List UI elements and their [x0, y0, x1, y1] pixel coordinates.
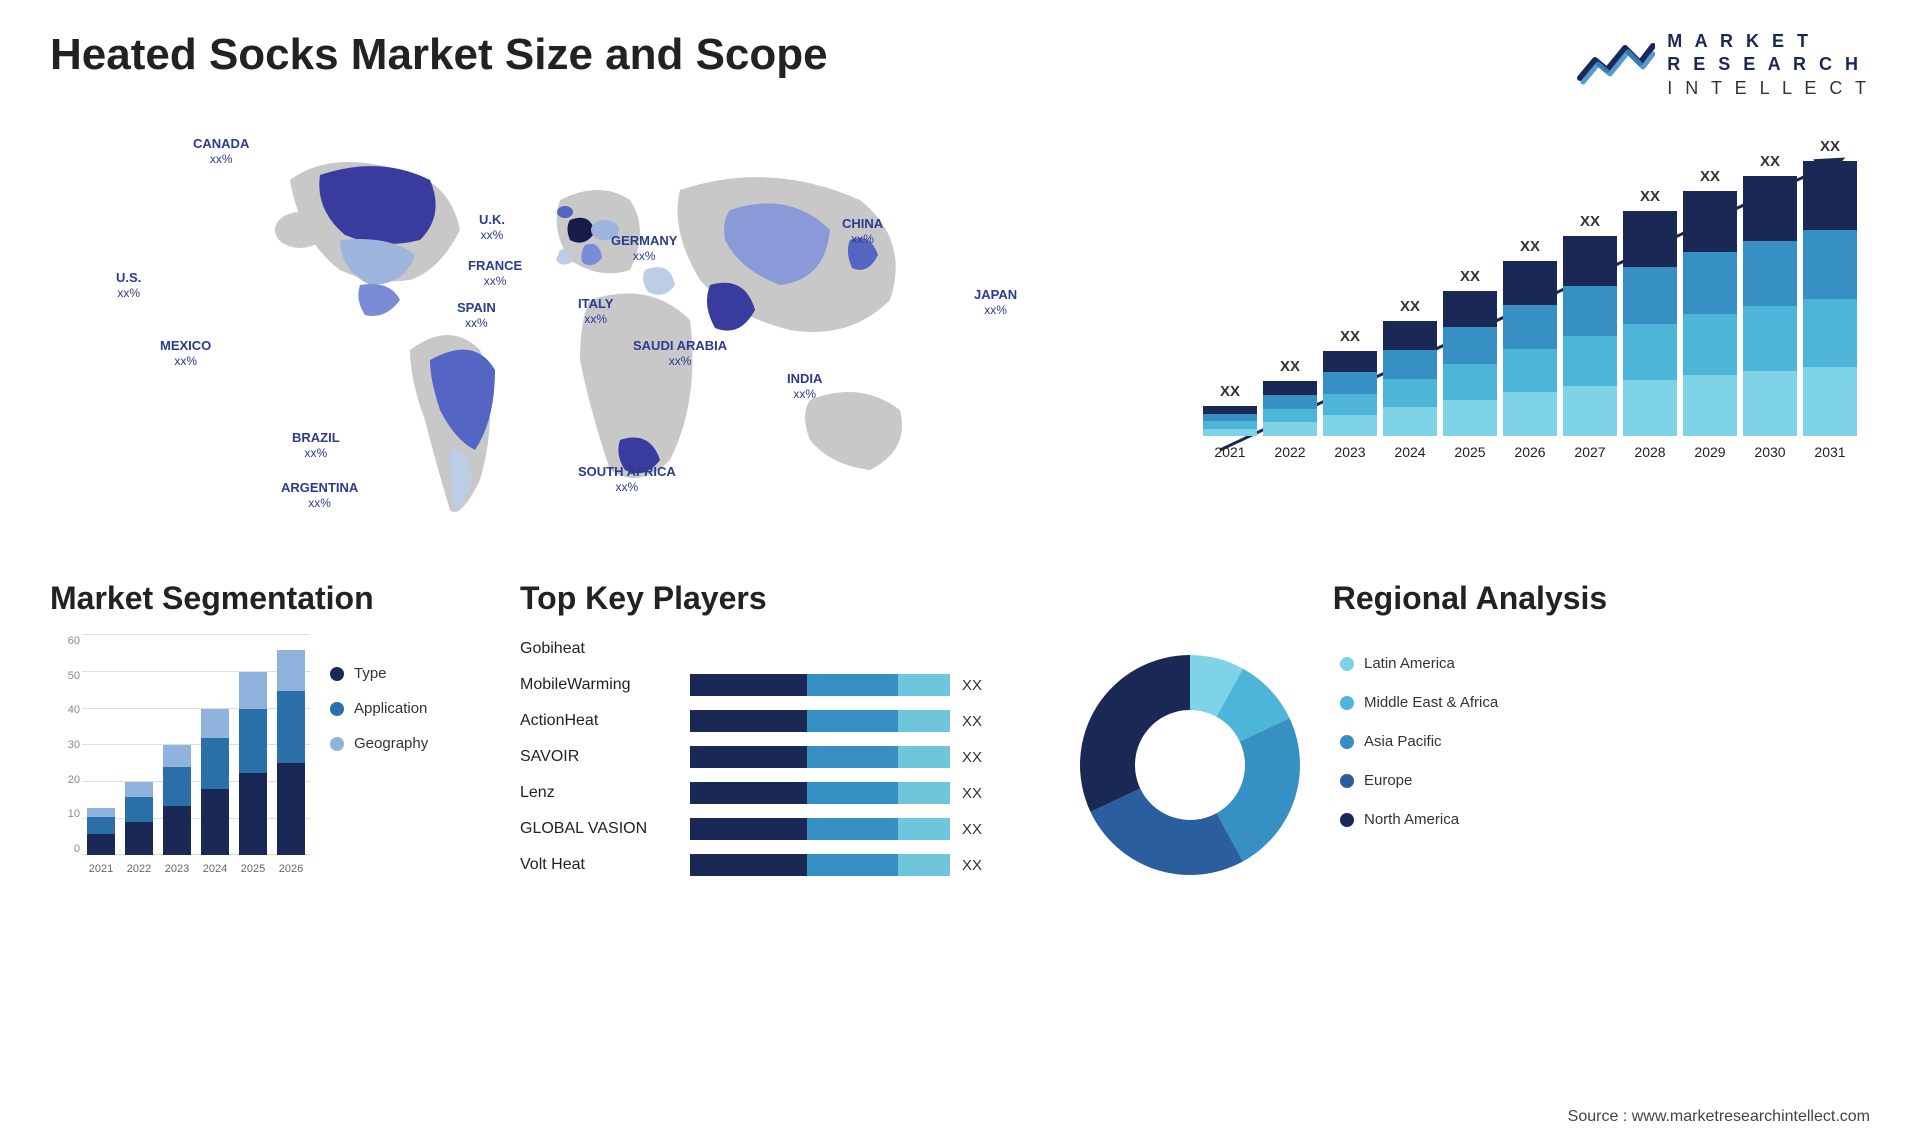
player-row: ActionHeatXX [520, 707, 1020, 735]
growth-bar: XX2026 [1503, 238, 1557, 460]
seg-bar [201, 709, 229, 856]
player-row: Gobiheat [520, 635, 1020, 663]
source-text: Source : www.marketresearchintellect.com [1568, 1108, 1870, 1126]
map-label: SPAINxx% [457, 301, 496, 331]
key-players-panel: Top Key Players Gobiheat MobileWarmingXX A… [520, 580, 1020, 887]
growth-bar: XX2031 [1803, 138, 1857, 460]
map-label: CHINAxx% [842, 217, 883, 247]
map-label: GERMANYxx% [611, 234, 677, 264]
segmentation-panel: Market Segmentation 6050403020100 202120… [50, 580, 470, 887]
donut-slice [1080, 655, 1190, 812]
growth-bar: XX2021 [1203, 383, 1257, 460]
seg-bar [163, 745, 191, 855]
legend-item: Middle East & Africa [1340, 694, 1498, 711]
growth-bar: XX2022 [1263, 358, 1317, 460]
growth-chart: XX2021XX2022XX2023XX2024XX2025XX2026XX20… [1190, 120, 1870, 540]
growth-bar: XX2025 [1443, 268, 1497, 460]
segmentation-chart: 6050403020100 202120222023202420252026 [50, 635, 310, 885]
world-map-panel: CANADAxx% U.S.xx% MEXICOxx% BRAZILxx% ARGENT… [50, 120, 1150, 540]
regional-title: Regional Analysis [1070, 580, 1870, 617]
map-label: ARGENTINAxx% [281, 481, 358, 511]
map-label: MEXICOxx% [160, 339, 211, 369]
legend-item: Type [330, 665, 428, 682]
player-row: SAVOIRXX [520, 743, 1020, 771]
seg-bar [125, 782, 153, 855]
legend-item: Asia Pacific [1340, 733, 1498, 750]
logo-text: M A R K E T R E S E A R C H I N T E L L … [1667, 30, 1870, 100]
map-label: U.S.xx% [116, 271, 141, 301]
growth-bar: XX2023 [1323, 328, 1377, 460]
map-label: BRAZILxx% [292, 431, 340, 461]
donut-chart [1070, 645, 1310, 885]
legend-item: Geography [330, 735, 428, 752]
seg-bar [239, 672, 267, 855]
brand-logo: M A R K E T R E S E A R C H I N T E L L … [1575, 30, 1870, 100]
map-label: FRANCExx% [468, 259, 522, 289]
regional-legend: Latin America Middle East & Africa Asia Pa… [1340, 635, 1498, 828]
segmentation-legend: Type Application Geography [330, 635, 428, 885]
map-label: JAPANxx% [974, 288, 1017, 318]
growth-bar: XX2028 [1623, 188, 1677, 460]
legend-item: Application [330, 700, 428, 717]
growth-bar: XX2027 [1563, 213, 1617, 460]
seg-bar [277, 650, 305, 855]
map-label: INDIAxx% [787, 372, 822, 402]
growth-bar: XX2029 [1683, 168, 1737, 460]
map-label: ITALYxx% [578, 297, 613, 327]
regional-panel: Regional Analysis Latin America Middle Ea… [1070, 580, 1870, 887]
player-row: Volt HeatXX [520, 851, 1020, 879]
donut-slice [1090, 789, 1243, 876]
map-label: CANADAxx% [193, 137, 249, 167]
segmentation-title: Market Segmentation [50, 580, 470, 617]
map-label: SOUTH AFRICAxx% [578, 465, 676, 495]
seg-bar [87, 808, 115, 856]
legend-item: North America [1340, 811, 1498, 828]
legend-item: Europe [1340, 772, 1498, 789]
legend-item: Latin America [1340, 655, 1498, 672]
growth-bar: XX2030 [1743, 153, 1797, 460]
map-label: SAUDI ARABIAxx% [633, 339, 727, 369]
player-row: GLOBAL VASIONXX [520, 815, 1020, 843]
player-row: MobileWarmingXX [520, 671, 1020, 699]
key-players-title: Top Key Players [520, 580, 1020, 617]
map-label: U.K.xx% [479, 213, 505, 243]
page-title: Heated Socks Market Size and Scope [50, 30, 828, 80]
player-row: LenzXX [520, 779, 1020, 807]
logo-icon [1575, 38, 1655, 93]
growth-bar: XX2024 [1383, 298, 1437, 460]
